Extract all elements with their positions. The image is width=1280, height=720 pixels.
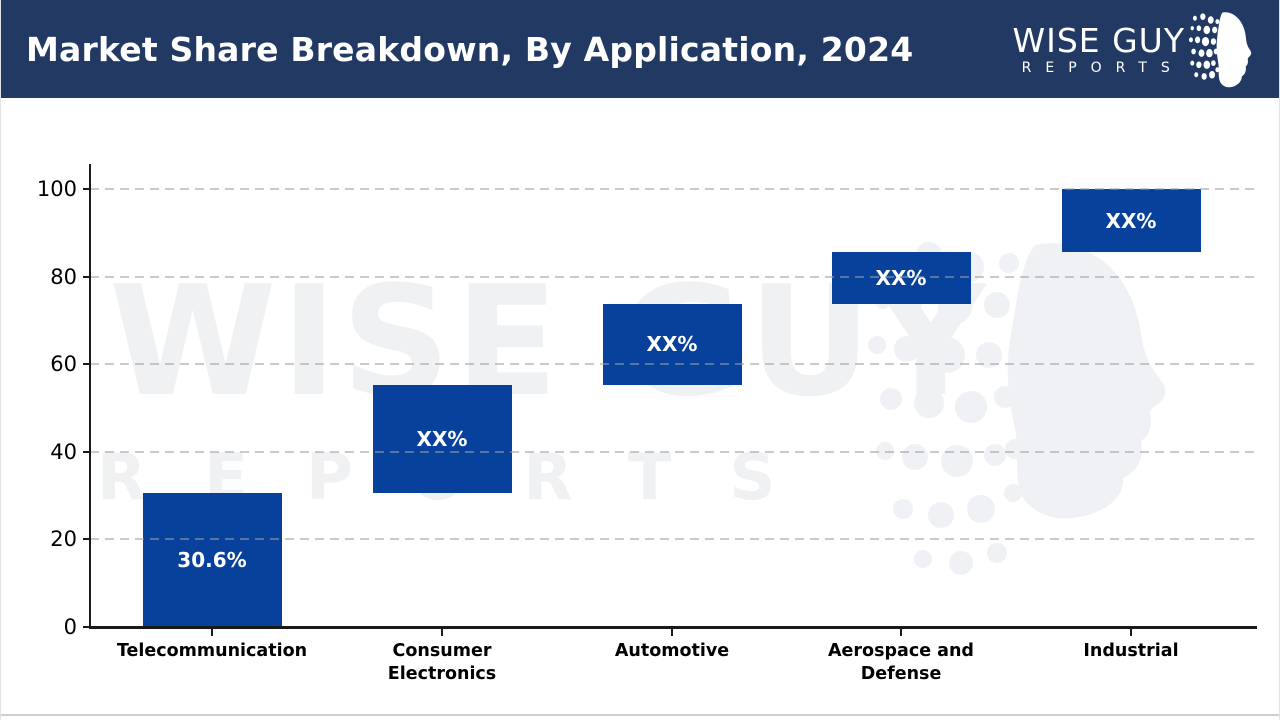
dotted-head-icon (1188, 12, 1252, 88)
x-tick (1130, 627, 1132, 636)
x-tick (211, 627, 213, 636)
logo-wordmark: WISE GUY (1012, 20, 1185, 60)
brand-logo: WISE GUY REPORTS (1012, 10, 1253, 88)
x-category-line: Defense (860, 663, 942, 684)
header: Market Share Breakdown, By Application, … (1, 0, 1279, 98)
x-category-line: Electronics (387, 663, 497, 684)
y-tick (83, 275, 90, 278)
bar-value-label: 30.6% (177, 547, 247, 572)
x-tick (441, 627, 443, 636)
y-tick (83, 450, 90, 453)
plot: 0 20 40 60 80 100 30.6% Telecommunication XX% Con… (1, 98, 1279, 720)
x-category-line: Aerospace and (828, 641, 974, 661)
x-category-line: Telecommunication (116, 641, 308, 661)
x-tick (671, 627, 673, 636)
bar-segment: XX% (831, 252, 971, 305)
y-tick (83, 188, 90, 190)
y-gridline (90, 188, 1257, 190)
logo-text: WISE GUY REPORTS (1012, 24, 1185, 75)
bar-segment: 30.6% (142, 492, 282, 627)
bar-segment: XX% (1061, 189, 1201, 253)
y-tick-label: 80 (50, 264, 77, 289)
x-category-label: Automotive (557, 640, 787, 663)
y-tick-label: 40 (50, 439, 77, 464)
y-tick (83, 538, 90, 541)
bar-segment: XX% (372, 384, 512, 493)
page-title: Market Share Breakdown, By Application, … (26, 29, 914, 69)
bar-value-label: XX% (1105, 208, 1157, 233)
y-gridline (90, 363, 1257, 366)
x-tick (900, 627, 902, 636)
x-axis-line (89, 626, 1257, 629)
bar-value-label: XX% (875, 266, 927, 291)
bar-value-label: XX% (416, 426, 468, 451)
bar-value-label: XX% (646, 332, 698, 357)
x-category-line: Industrial (1083, 641, 1179, 661)
y-tick-label: 100 (36, 177, 77, 201)
y-tick-label: 20 (50, 527, 77, 552)
bar-segment: XX% (602, 304, 742, 385)
y-gridline (90, 538, 1257, 541)
logo-subtext: REPORTS (1021, 59, 1184, 76)
y-axis-spine (89, 164, 91, 627)
y-gridline (90, 450, 1257, 453)
y-gridline (90, 275, 1257, 278)
x-category-line: Automotive (614, 641, 730, 661)
x-category-line: Consumer (392, 641, 492, 661)
y-tick (83, 363, 90, 366)
y-tick-label: 60 (50, 352, 77, 377)
x-category-label: Telecommunication (97, 640, 327, 663)
y-tick-label: 0 (63, 615, 77, 639)
chart-area: WISE GUY REPORTS 02040608010030.6%Teleco… (1, 98, 1279, 720)
x-category-label: Industrial (1016, 640, 1246, 663)
x-category-label: Consumer Electronics (327, 640, 557, 686)
bottom-rule (1, 714, 1279, 716)
x-category-label: Aerospace and Defense (786, 640, 1016, 686)
y-tick (83, 626, 90, 628)
